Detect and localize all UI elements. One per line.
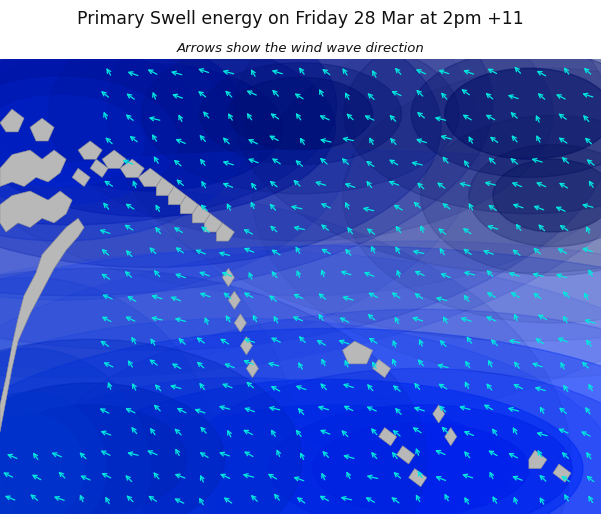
Text: Arrows show the wind wave direction: Arrows show the wind wave direction <box>177 42 424 55</box>
Ellipse shape <box>0 0 481 369</box>
Polygon shape <box>0 191 72 232</box>
Polygon shape <box>0 109 24 132</box>
Ellipse shape <box>469 144 601 247</box>
Ellipse shape <box>108 0 601 341</box>
Ellipse shape <box>269 405 572 514</box>
Polygon shape <box>156 177 174 196</box>
Ellipse shape <box>0 414 84 514</box>
Polygon shape <box>240 337 252 355</box>
Ellipse shape <box>0 41 245 241</box>
Ellipse shape <box>445 68 601 159</box>
Ellipse shape <box>142 33 459 194</box>
Ellipse shape <box>0 195 300 514</box>
Ellipse shape <box>0 383 225 514</box>
Ellipse shape <box>0 0 493 296</box>
Ellipse shape <box>18 64 282 191</box>
Ellipse shape <box>0 96 144 187</box>
Polygon shape <box>0 218 84 432</box>
Ellipse shape <box>411 50 601 177</box>
Polygon shape <box>222 268 234 287</box>
Ellipse shape <box>0 278 219 514</box>
Ellipse shape <box>48 0 553 241</box>
Ellipse shape <box>150 405 511 514</box>
Polygon shape <box>180 196 198 214</box>
Polygon shape <box>234 314 246 332</box>
Ellipse shape <box>0 241 601 514</box>
Polygon shape <box>204 214 222 232</box>
Ellipse shape <box>42 309 601 514</box>
Ellipse shape <box>0 0 601 296</box>
Ellipse shape <box>0 0 355 300</box>
Ellipse shape <box>493 159 601 232</box>
Ellipse shape <box>234 0 601 273</box>
Polygon shape <box>409 469 427 487</box>
Ellipse shape <box>89 414 392 514</box>
Polygon shape <box>379 428 397 446</box>
Ellipse shape <box>0 38 335 216</box>
Polygon shape <box>0 150 66 187</box>
Ellipse shape <box>200 63 401 164</box>
Polygon shape <box>30 118 54 141</box>
Ellipse shape <box>0 0 337 225</box>
Ellipse shape <box>0 77 178 205</box>
Polygon shape <box>553 464 571 482</box>
Ellipse shape <box>0 0 441 267</box>
Polygon shape <box>343 341 373 364</box>
Polygon shape <box>120 159 144 177</box>
Ellipse shape <box>132 432 349 514</box>
Ellipse shape <box>0 187 571 514</box>
Ellipse shape <box>2 377 478 514</box>
Ellipse shape <box>0 246 601 514</box>
Ellipse shape <box>0 250 601 514</box>
Polygon shape <box>373 359 391 377</box>
Ellipse shape <box>0 150 601 514</box>
Ellipse shape <box>343 68 601 323</box>
Ellipse shape <box>0 0 601 446</box>
Ellipse shape <box>421 116 601 276</box>
Polygon shape <box>445 428 457 446</box>
Polygon shape <box>246 359 258 377</box>
Ellipse shape <box>313 423 529 514</box>
Ellipse shape <box>0 348 149 514</box>
Ellipse shape <box>0 28 240 181</box>
Ellipse shape <box>344 13 601 214</box>
Polygon shape <box>216 223 234 241</box>
Ellipse shape <box>0 405 186 514</box>
Ellipse shape <box>0 318 601 514</box>
Ellipse shape <box>0 268 427 514</box>
Polygon shape <box>138 168 162 187</box>
Ellipse shape <box>0 0 601 350</box>
Polygon shape <box>228 291 240 309</box>
Text: Primary Swell energy on Friday 28 Mar at 2pm +11: Primary Swell energy on Friday 28 Mar at… <box>77 10 524 28</box>
Ellipse shape <box>0 328 601 514</box>
Ellipse shape <box>183 369 601 514</box>
Polygon shape <box>168 187 186 205</box>
Polygon shape <box>192 205 210 223</box>
Polygon shape <box>78 141 102 159</box>
Polygon shape <box>72 168 90 187</box>
Ellipse shape <box>0 339 302 514</box>
Polygon shape <box>397 446 415 464</box>
Polygon shape <box>90 159 108 177</box>
Polygon shape <box>102 150 126 168</box>
Polygon shape <box>529 450 547 469</box>
Polygon shape <box>433 405 445 423</box>
Ellipse shape <box>0 0 601 377</box>
Ellipse shape <box>0 50 192 159</box>
Ellipse shape <box>228 77 373 150</box>
Ellipse shape <box>0 392 106 514</box>
Ellipse shape <box>78 379 583 514</box>
